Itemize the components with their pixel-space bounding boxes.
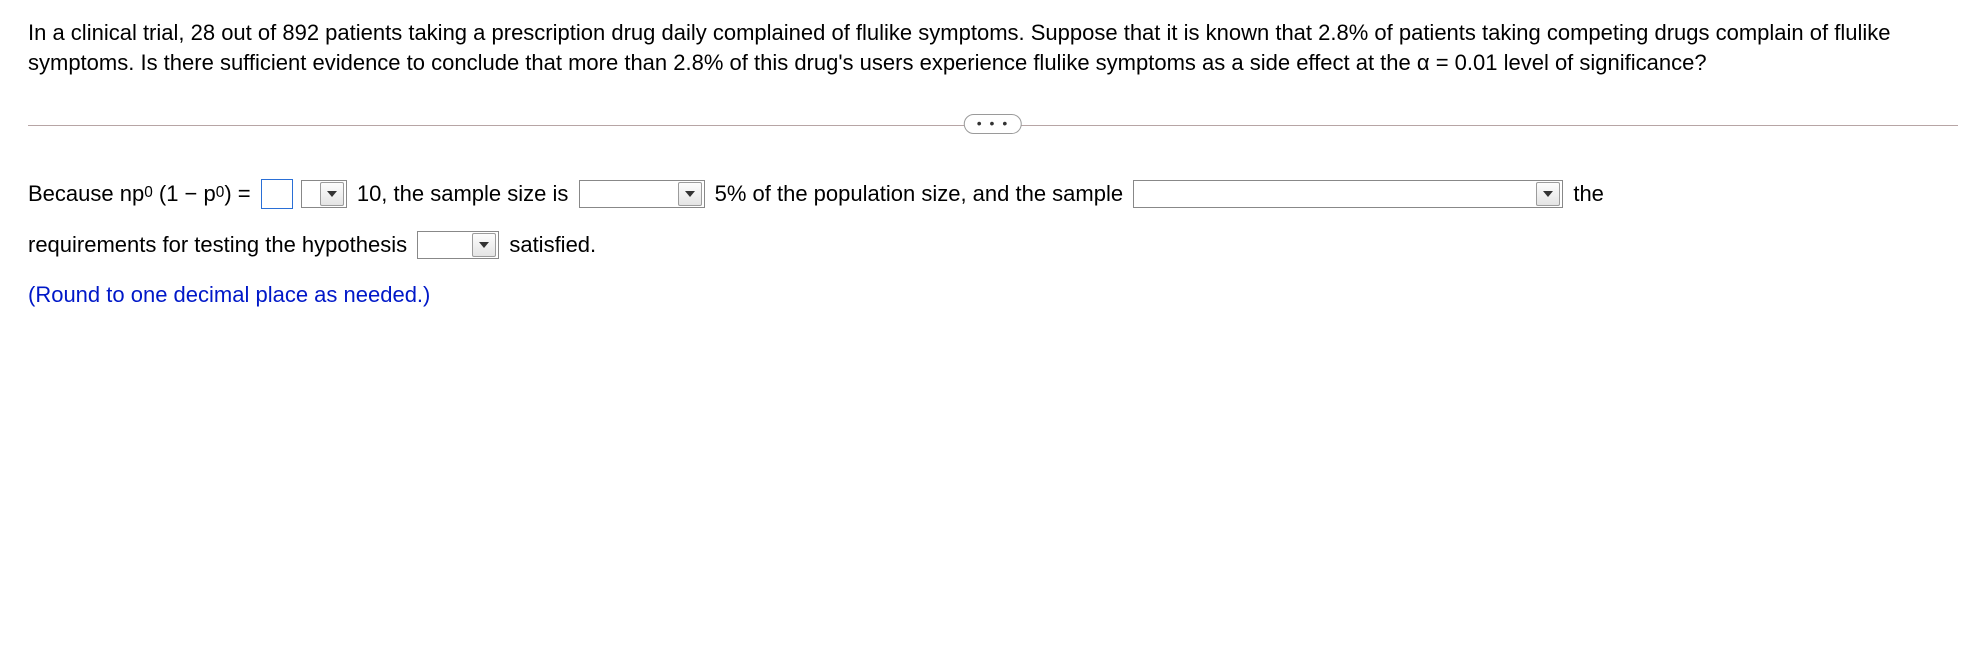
chevron-down-icon	[320, 182, 344, 206]
answer-frag-4: 10, the sample size is	[351, 172, 575, 216]
chevron-down-icon	[678, 182, 702, 206]
compare-10-dropdown[interactable]	[301, 180, 347, 208]
subscript-1: 0	[144, 178, 153, 209]
section-divider: • • •	[28, 125, 1958, 126]
rounding-instruction: (Round to one decimal place as needed.)	[28, 282, 430, 307]
answer-frag-5: 5% of the population size, and the sampl…	[709, 172, 1130, 216]
requirements-dropdown[interactable]	[417, 231, 499, 259]
answer-frag-1: Because np	[28, 172, 144, 216]
chevron-down-icon	[472, 233, 496, 257]
answer-frag-8: satisfied.	[503, 223, 596, 267]
answer-frag-3: ) =	[224, 172, 256, 216]
answer-block: Because np0 (1 − p0) = 10, the sample si…	[28, 170, 1958, 316]
subscript-2: 0	[216, 178, 225, 209]
chevron-down-icon	[1536, 182, 1560, 206]
np0-value-input[interactable]	[261, 179, 293, 209]
answer-frag-7: requirements for testing the hypothesis	[28, 223, 413, 267]
question-text: In a clinical trial, 28 out of 892 patie…	[28, 18, 1958, 77]
answer-frag-6: the	[1567, 172, 1604, 216]
sample-condition-dropdown[interactable]	[1133, 180, 1563, 208]
answer-frag-2: (1 − p	[153, 172, 216, 216]
expand-ellipsis-button[interactable]: • • •	[964, 114, 1022, 134]
sample-size-dropdown[interactable]	[579, 180, 705, 208]
